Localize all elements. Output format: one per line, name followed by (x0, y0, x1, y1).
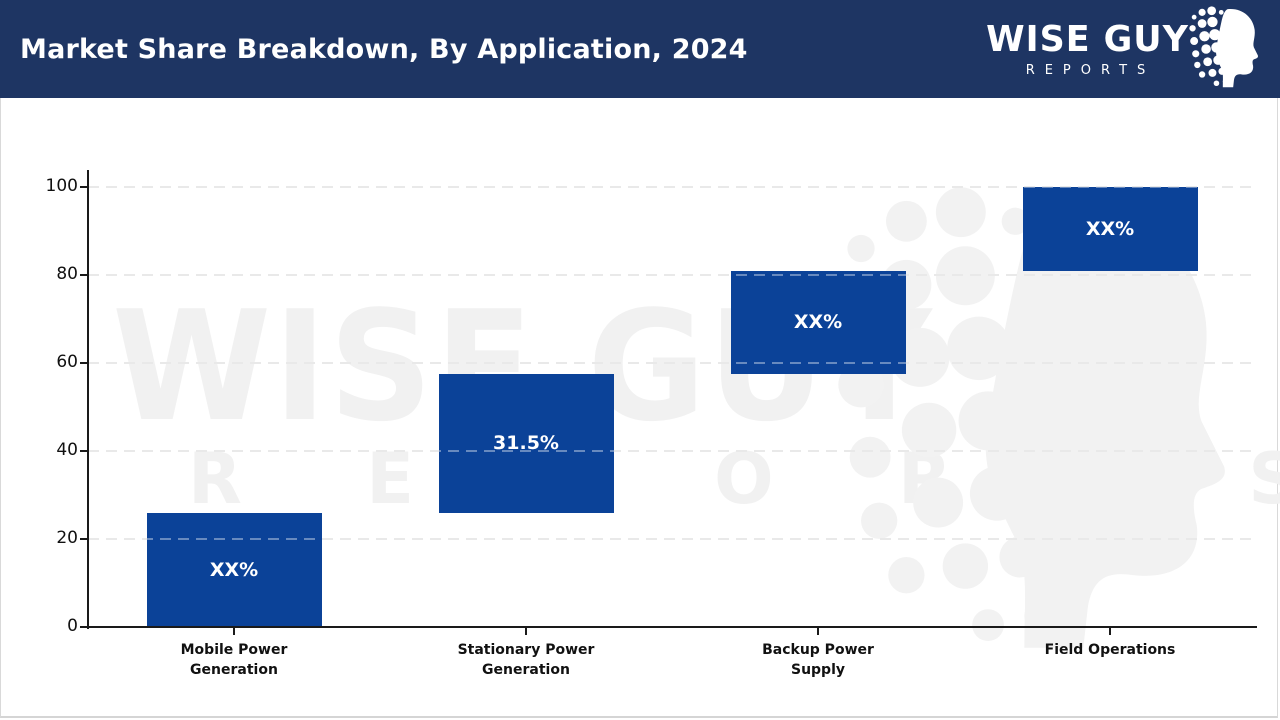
y-axis-tick-label: 40 (56, 440, 78, 460)
x-axis-category-label: Mobile Power Generation (88, 640, 380, 681)
y-axis-tick-label: 20 (56, 528, 78, 548)
x-axis-category-label: Field Operations (964, 640, 1256, 660)
x-axis-category-line: Backup Power (762, 642, 874, 658)
y-axis-tick (80, 274, 88, 276)
brand-name: WISE GUY (986, 18, 1189, 60)
gridline (88, 362, 1256, 364)
y-axis-tick (80, 450, 88, 452)
bar-value-label: XX% (209, 558, 259, 581)
x-axis-tick (233, 627, 235, 635)
bar-segment (1022, 187, 1198, 271)
y-axis-tick (80, 186, 88, 188)
y-axis-tick-label: 60 (56, 352, 78, 372)
gridline (88, 274, 1256, 276)
x-axis-category-label: Stationary Power Generation (380, 640, 672, 681)
gridline-overlay (88, 274, 1256, 276)
y-axis-tick (80, 538, 88, 540)
gridline (88, 538, 1256, 540)
y-axis-tick (80, 626, 88, 628)
watermark-head-icon (833, 187, 1225, 648)
x-axis-category-label: Backup Power Supply (672, 640, 964, 681)
gridline (88, 450, 1256, 452)
gridline-overlay (88, 186, 1256, 188)
y-axis-tick-label: 80 (56, 264, 78, 284)
y-axis-tick-label: 0 (67, 616, 78, 636)
x-axis-tick (817, 627, 819, 635)
x-axis-category-line: Supply (790, 662, 846, 679)
x-axis-category-line: Generation (482, 662, 570, 679)
header: Market Share Breakdown, By Application, … (0, 0, 1280, 98)
bar-segment (730, 270, 906, 374)
x-axis-category-line: Stationary Power (457, 642, 595, 658)
bar-value-label: XX% (793, 311, 843, 334)
bar-segment (438, 374, 614, 513)
x-axis-tick (525, 627, 527, 635)
x-axis-spine (87, 626, 1257, 628)
bar-value-label: 31.5% (493, 432, 559, 455)
x-axis-category-line: Generation (190, 662, 278, 679)
gridline-overlay (88, 362, 1256, 364)
bar-value-label: XX% (1085, 217, 1135, 240)
y-axis-tick (80, 362, 88, 364)
gridline (88, 186, 1256, 188)
brand-logo: WISE GUY REPORTS (983, 6, 1266, 92)
wise-guy-head-icon (1189, 6, 1259, 88)
x-axis-category-line: Mobile Power (180, 642, 288, 658)
gridline-overlay (88, 538, 1256, 540)
brand-logo-text: WISE GUY REPORTS (983, 18, 1192, 78)
y-axis-spine (87, 170, 89, 629)
x-axis-tick (1109, 627, 1111, 635)
y-axis-tick-label: 100 (45, 176, 78, 196)
x-axis-category-line: Field Operations (1044, 642, 1176, 658)
gridline-overlay (88, 450, 1256, 452)
bar-segment (146, 512, 322, 627)
brand-subname: REPORTS (1025, 62, 1156, 78)
page-title: Market Share Breakdown, By Application, … (20, 33, 748, 65)
